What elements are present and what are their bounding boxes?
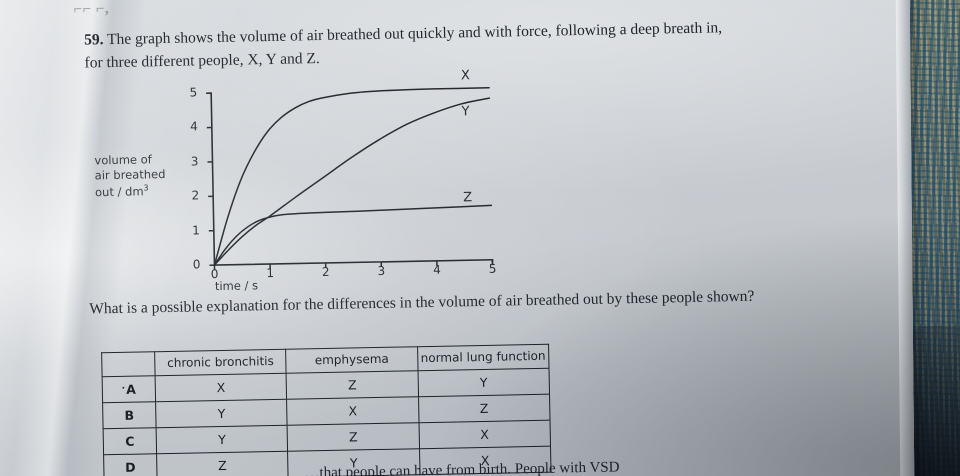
cell-C-2: X <box>418 420 551 449</box>
y-tick-5: 5 <box>189 85 198 100</box>
cell-C-0: Y <box>156 425 288 454</box>
chart-axes <box>206 92 494 271</box>
option-label-B[interactable]: B <box>102 401 157 429</box>
top-cutoff-text: ⌐⌐ ⌐, <box>73 1 110 18</box>
column-header-normal-lung-function: normal lung function <box>417 344 550 371</box>
column-header-emphysema: emphysema <box>285 346 418 374</box>
cell-A-1: Z <box>286 370 419 400</box>
x-tick-3: 3 <box>377 263 386 278</box>
question-stem: 59. The graph shows the volume of air br… <box>84 14 885 75</box>
chart-y-axis-label: volume of air breathed out / dm3 <box>94 152 187 200</box>
cell-A-2: Y <box>417 368 550 397</box>
cell-B-2: Z <box>418 394 551 423</box>
chart-svg <box>206 87 494 271</box>
y-axis-label-superscript: 3 <box>143 182 149 193</box>
curve-Y <box>213 97 491 266</box>
series-label-Y: Y <box>461 104 470 120</box>
question-stem-line2: for three different people, X, Y and Z. <box>84 49 320 72</box>
y-tick-3: 3 <box>190 154 199 169</box>
selected-mark-icon: · <box>121 383 126 394</box>
answer-options-table-wrapper: chronic bronchitis emphysema normal lung… <box>101 344 552 476</box>
column-header-chronic-bronchitis: chronic bronchitis <box>154 349 287 376</box>
x-tick-1: 1 <box>266 265 275 281</box>
cell-D-0: Z <box>156 451 289 476</box>
cell-B-0: Y <box>155 399 288 428</box>
cell-A-0: X <box>155 373 287 402</box>
y-tick-2: 2 <box>191 188 200 203</box>
y-tick-0: 0 <box>192 257 201 272</box>
answer-table-body: ·A X Z Y B Y X Z C Y Z X D Z Y X <box>102 368 552 476</box>
x-tick-5: 5 <box>488 261 497 276</box>
x-tick-4: 4 <box>433 262 441 277</box>
option-label-D[interactable]: D <box>103 453 158 476</box>
series-label-X: X <box>460 68 470 84</box>
y-axis-label-line-3: out / dm <box>94 183 144 199</box>
table-corner-cell <box>101 351 156 377</box>
curve-X <box>213 87 490 266</box>
question-stem-line1: The graph shows the volume of air breath… <box>106 19 723 49</box>
series-label-Z: Z <box>463 189 473 205</box>
y-axis-label-line-2: air breathed <box>94 167 166 183</box>
y-axis-label-line-1: volume of <box>94 152 152 168</box>
answer-options-table: chronic bronchitis emphysema normal lung… <box>101 344 552 476</box>
curve-Z <box>213 204 493 266</box>
x-tick-2: 2 <box>321 264 330 280</box>
chart-x-axis-label: time / s <box>214 278 259 294</box>
cell-C-1: Z <box>287 422 420 452</box>
option-label-C[interactable]: C <box>103 427 157 455</box>
chart-curves <box>213 87 493 266</box>
y-tick-1: 1 <box>192 222 200 238</box>
y-tick-4: 4 <box>190 119 198 134</box>
option-label-A[interactable]: ·A <box>102 375 156 403</box>
cell-B-1: X <box>286 396 419 426</box>
question-number: 59. <box>83 31 104 49</box>
